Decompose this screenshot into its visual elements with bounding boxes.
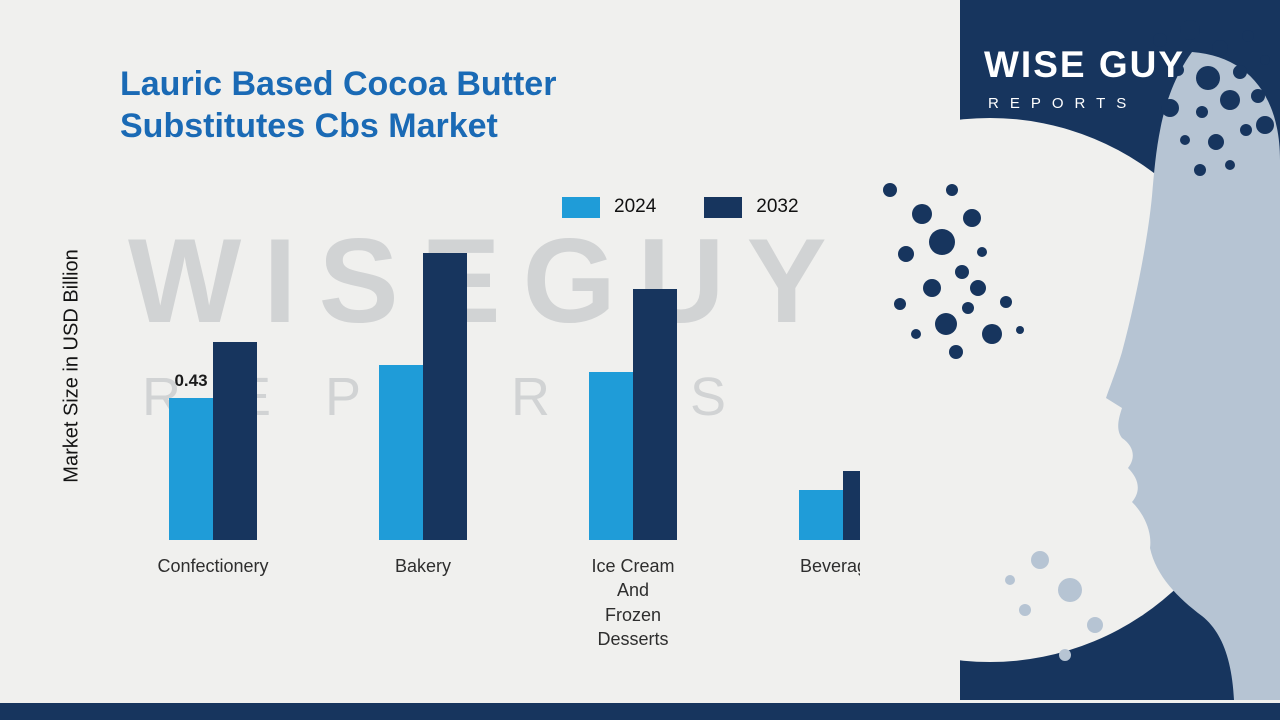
face-profile-silhouette [1106,52,1280,700]
bar-2024-beverages [799,490,843,540]
bar-group-ice-cream-and-frozen-desserts: Ice Cream And Frozen Desserts [528,208,738,651]
bar-pair [589,208,677,540]
bar-pair: 0.43 [169,208,257,540]
legend-swatch-2032 [704,196,743,218]
brand-logo: WISE GUY REPORTS [984,44,1185,112]
bar-pair [799,208,887,540]
bar-2032-ice-cream-and-frozen-desserts [633,289,677,540]
y-axis-label: Market Size in USD Billion [60,249,83,483]
brand-logo-subtitle: REPORTS [988,95,1138,112]
brand-logo-name: WISE GUY [984,44,1186,85]
legend-label-2024: 2024 [614,196,657,217]
bar-value-label: 0.43 [174,371,208,390]
legend-item-2032: 2032 [704,196,799,218]
bar-pair [379,208,467,540]
legend-swatch-2024 [562,196,600,218]
page-title: Lauric Based Cocoa Butter Substitutes Cb… [120,64,557,145]
legend-item-2024: 2024 [562,196,656,218]
bar-chart: 0.43 Confectionery Bakery Ice Cream And Fro… [108,208,948,651]
bar-group-beverages: Beverages [738,208,948,651]
watermark-line1: WISEGUY [128,214,849,348]
bar-2024-ice-cream-and-frozen-desserts [589,372,633,540]
category-label: Bakery [394,556,452,576]
bar-2024-bakery [379,365,423,540]
bar-group-confectionery: 0.43 Confectionery [108,208,318,651]
chart-legend: 2024 2032 [562,196,799,218]
bar-2032-bakery [423,253,467,540]
bottom-bar [0,703,1280,720]
legend-label-2032: 2032 [756,196,799,217]
bar-2032-confectionery [213,342,257,540]
light-dots-decoration [1005,551,1103,661]
category-label: Confectionery [157,556,269,576]
category-label: Ice Cream And Frozen Desserts [591,556,675,649]
bar-2024-confectionery: 0.43 [169,371,213,540]
category-label: Beverages [799,556,887,576]
bar-2032-beverages [843,471,887,540]
bar-group-bakery: Bakery [318,208,528,651]
